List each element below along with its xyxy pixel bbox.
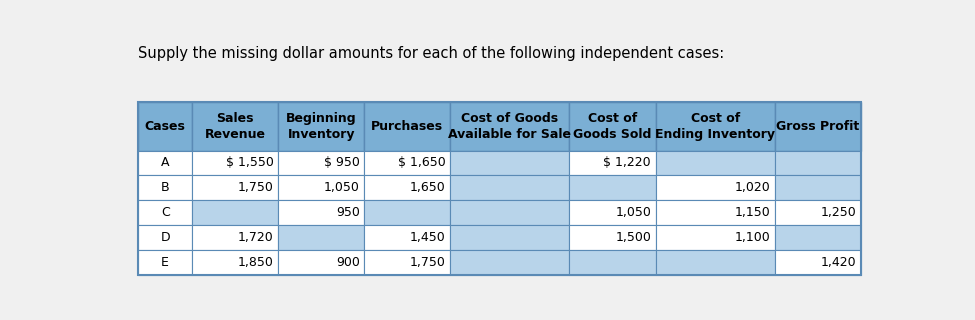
Bar xyxy=(569,200,655,225)
Bar xyxy=(450,250,569,275)
Bar xyxy=(138,102,192,150)
Text: $ 1,550: $ 1,550 xyxy=(225,156,274,170)
Bar xyxy=(278,200,365,225)
Text: Purchases: Purchases xyxy=(371,120,444,133)
Bar xyxy=(278,150,365,175)
Bar xyxy=(278,250,365,275)
Bar xyxy=(569,225,655,250)
Text: Gross Profit: Gross Profit xyxy=(776,120,859,133)
Bar xyxy=(365,250,450,275)
Bar xyxy=(655,250,775,275)
Bar xyxy=(775,200,861,225)
Bar xyxy=(365,200,450,225)
Bar xyxy=(775,150,861,175)
Text: 1,720: 1,720 xyxy=(238,231,274,244)
Bar xyxy=(138,225,192,250)
Text: Cost of
Ending Inventory: Cost of Ending Inventory xyxy=(655,112,775,141)
Bar xyxy=(569,250,655,275)
Bar xyxy=(192,102,278,150)
Bar xyxy=(365,102,450,150)
Bar xyxy=(569,175,655,200)
Bar xyxy=(450,225,569,250)
Text: 1,150: 1,150 xyxy=(734,206,770,219)
Text: Beginning
Inventory: Beginning Inventory xyxy=(286,112,357,141)
Text: 900: 900 xyxy=(335,256,360,269)
Bar xyxy=(138,150,192,175)
Text: 950: 950 xyxy=(335,206,360,219)
Text: 1,100: 1,100 xyxy=(734,231,770,244)
Text: E: E xyxy=(161,256,169,269)
Text: $ 1,650: $ 1,650 xyxy=(398,156,446,170)
Text: A: A xyxy=(161,156,170,170)
Bar xyxy=(138,175,192,200)
Text: 1,020: 1,020 xyxy=(734,181,770,194)
Text: 1,420: 1,420 xyxy=(821,256,856,269)
Bar xyxy=(655,200,775,225)
Text: C: C xyxy=(161,206,170,219)
Bar xyxy=(278,175,365,200)
Bar xyxy=(450,102,569,150)
Bar xyxy=(192,150,278,175)
Bar xyxy=(655,102,775,150)
Text: Sales
Revenue: Sales Revenue xyxy=(205,112,265,141)
Bar xyxy=(775,175,861,200)
Bar xyxy=(450,200,569,225)
Bar xyxy=(278,225,365,250)
Text: $ 1,220: $ 1,220 xyxy=(604,156,651,170)
Text: 1,050: 1,050 xyxy=(324,181,360,194)
Text: 1,750: 1,750 xyxy=(410,256,446,269)
Text: 1,650: 1,650 xyxy=(410,181,446,194)
Bar xyxy=(192,200,278,225)
Bar xyxy=(278,102,365,150)
Bar xyxy=(775,225,861,250)
Bar xyxy=(365,175,450,200)
Bar xyxy=(138,250,192,275)
Text: Cost of
Goods Sold: Cost of Goods Sold xyxy=(573,112,651,141)
Bar xyxy=(192,225,278,250)
Bar xyxy=(450,150,569,175)
Text: B: B xyxy=(161,181,170,194)
Bar xyxy=(450,175,569,200)
Text: 1,250: 1,250 xyxy=(821,206,856,219)
Bar xyxy=(655,225,775,250)
Text: Cost of Goods
Available for Sale: Cost of Goods Available for Sale xyxy=(448,112,571,141)
Bar xyxy=(655,175,775,200)
Bar xyxy=(775,102,861,150)
Bar xyxy=(775,250,861,275)
Text: Cases: Cases xyxy=(144,120,185,133)
Bar xyxy=(569,102,655,150)
Bar xyxy=(365,225,450,250)
Text: D: D xyxy=(160,231,170,244)
Text: 1,850: 1,850 xyxy=(238,256,274,269)
Text: 1,450: 1,450 xyxy=(410,231,446,244)
Text: $ 950: $ 950 xyxy=(324,156,360,170)
Bar xyxy=(138,200,192,225)
Bar xyxy=(192,175,278,200)
Bar xyxy=(569,150,655,175)
Bar xyxy=(138,102,861,275)
Text: 1,050: 1,050 xyxy=(615,206,651,219)
Text: 1,500: 1,500 xyxy=(615,231,651,244)
Bar xyxy=(365,150,450,175)
Text: 1,750: 1,750 xyxy=(238,181,274,194)
Text: Supply the missing dollar amounts for each of the following independent cases:: Supply the missing dollar amounts for ea… xyxy=(138,46,724,61)
Bar xyxy=(655,150,775,175)
Bar xyxy=(192,250,278,275)
